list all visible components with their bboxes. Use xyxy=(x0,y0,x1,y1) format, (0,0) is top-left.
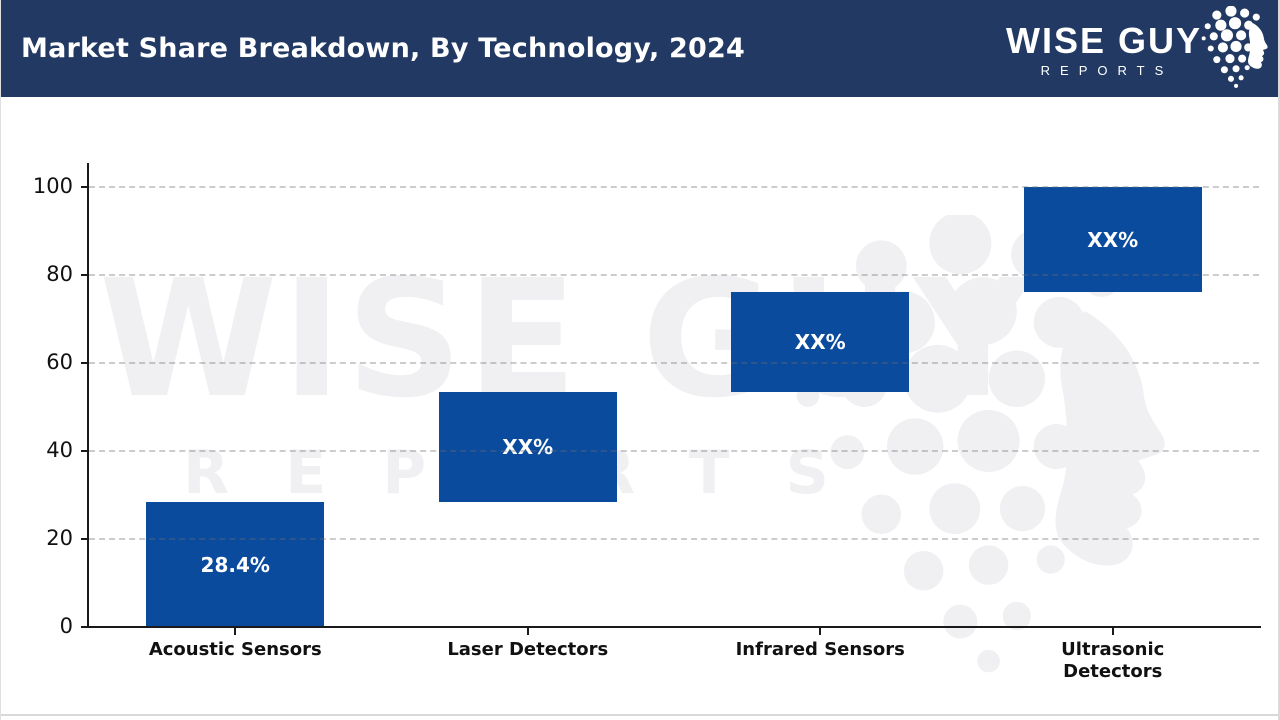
x-tick-mark xyxy=(234,628,237,635)
y-tick-mark xyxy=(81,538,87,540)
gridline xyxy=(89,186,1259,188)
x-axis-line xyxy=(87,626,1261,628)
bar-1: 28.4% xyxy=(146,502,325,627)
gridline xyxy=(89,538,1259,540)
x-tick-label: Laser Detectors xyxy=(447,639,609,660)
x-tick-label: Ultrasonic Detectors xyxy=(1061,639,1165,682)
bar-4: XX% xyxy=(1023,187,1202,293)
x-tick-label: Infrared Sensors xyxy=(735,639,905,660)
logo-wordmark: WISE GUY xyxy=(1005,19,1202,61)
y-tick-mark xyxy=(81,626,87,628)
gridline xyxy=(89,274,1259,276)
y-tick-mark xyxy=(81,186,87,188)
y-tick-label: 40 xyxy=(46,438,73,462)
bar-value-label: XX% xyxy=(502,435,554,460)
bar-2: XX% xyxy=(438,392,617,503)
chart-title: Market Share Breakdown, By Technology, 2… xyxy=(21,33,746,64)
logo-subtext: REPORTS xyxy=(1040,62,1174,78)
y-tick-mark xyxy=(81,450,87,452)
y-axis-line xyxy=(87,163,89,628)
x-tick-label: Acoustic Sensors xyxy=(148,639,322,660)
gridline xyxy=(89,362,1259,364)
x-tick-mark xyxy=(526,628,529,635)
bar-value-label: XX% xyxy=(1087,227,1139,252)
y-tick-mark xyxy=(81,274,87,276)
y-tick-mark xyxy=(81,362,87,364)
gridline xyxy=(89,450,1259,452)
bar-3: XX% xyxy=(731,292,910,393)
chart-canvas: WISE GUY REPORTS 02040608010028.4%Acoust… xyxy=(1,97,1278,720)
bar-value-label: XX% xyxy=(794,330,846,355)
header-bar: Market Share Breakdown, By Technology, 2… xyxy=(1,0,1278,97)
bar-value-label: 28.4% xyxy=(200,552,270,577)
wiseguy-logo: WISE GUY REPORTS xyxy=(1006,5,1278,92)
y-tick-label: 80 xyxy=(46,262,73,286)
y-tick-label: 100 xyxy=(32,174,73,198)
logo-text: WISE GUY REPORTS xyxy=(1006,20,1202,78)
logo-head-icon xyxy=(1201,5,1268,88)
y-tick-label: 60 xyxy=(46,350,73,374)
y-tick-label: 20 xyxy=(46,526,73,550)
y-tick-label: 0 xyxy=(59,614,73,638)
x-tick-mark xyxy=(819,628,822,635)
x-tick-mark xyxy=(1111,628,1114,635)
bottom-border-line xyxy=(1,714,1278,716)
